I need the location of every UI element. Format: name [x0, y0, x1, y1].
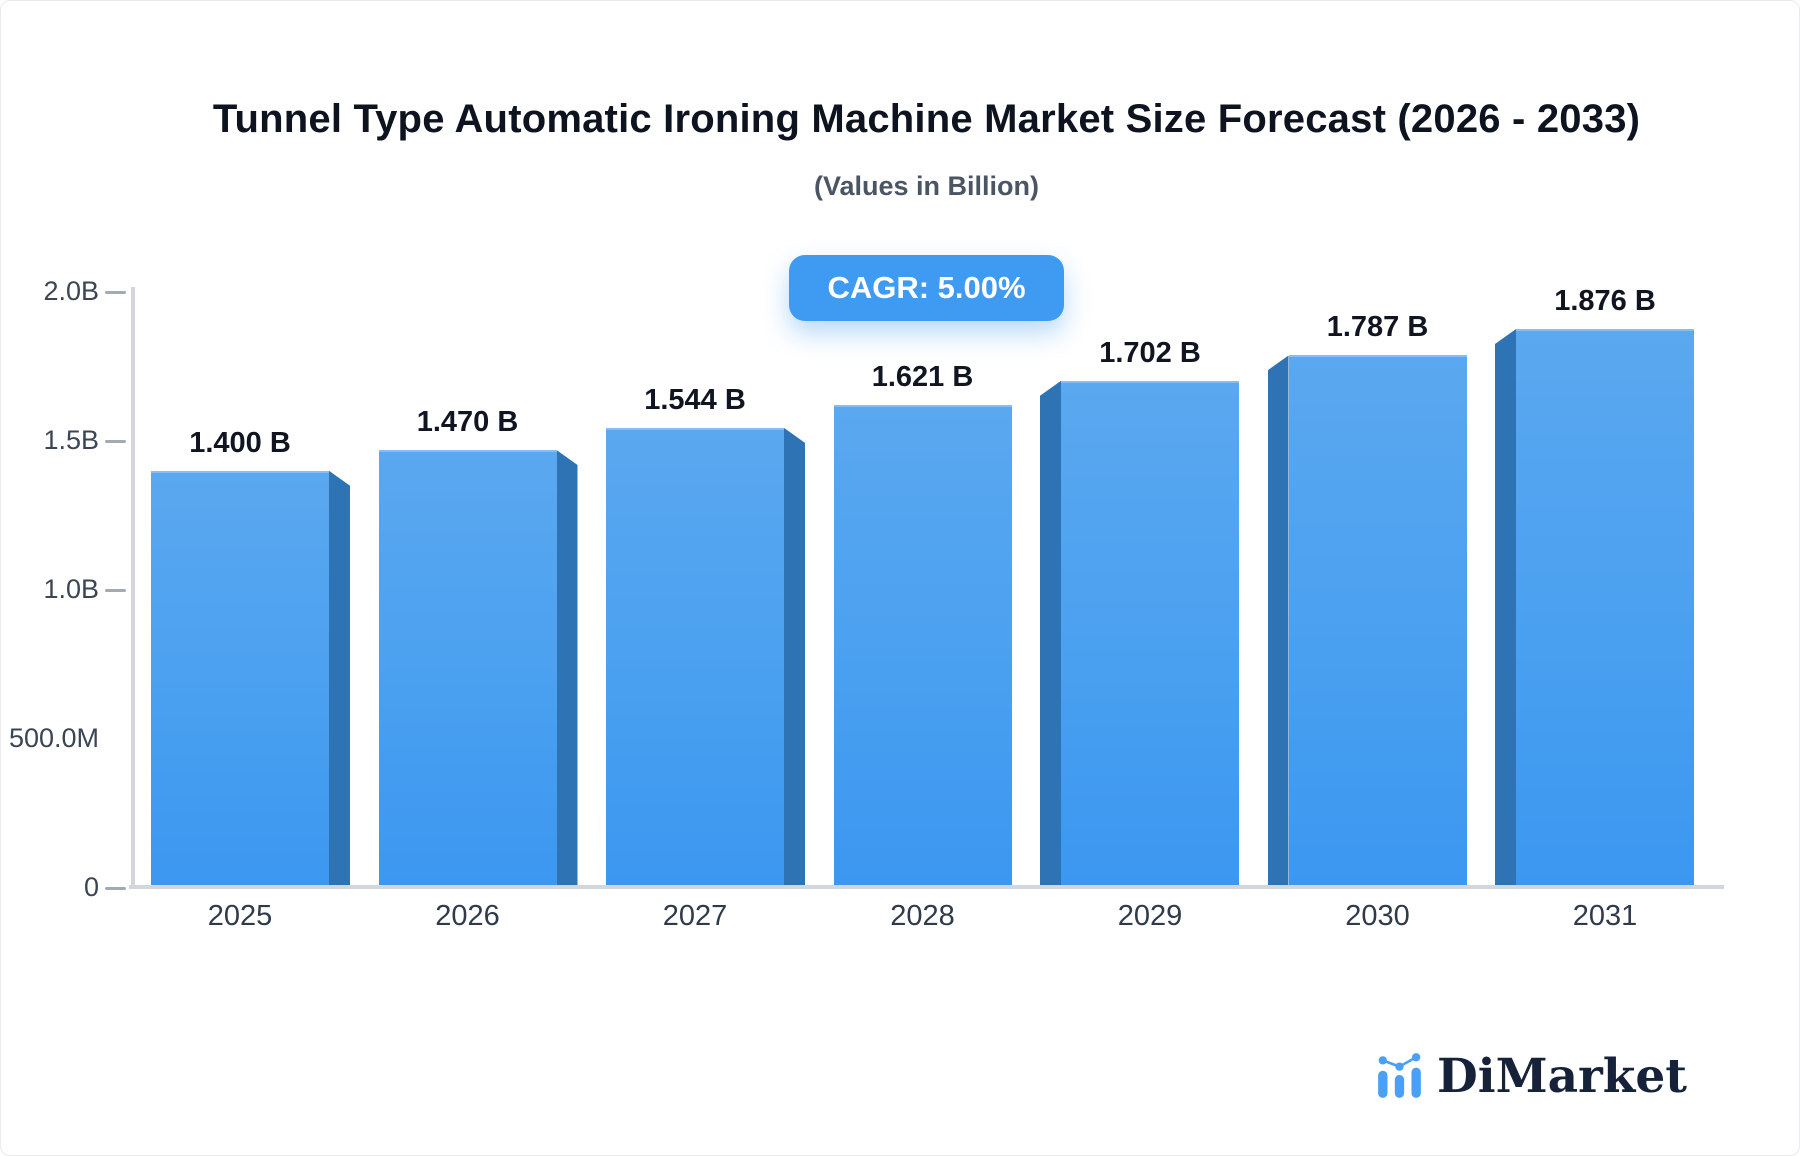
- x-axis-label: 2025: [207, 900, 273, 932]
- bar: [833, 404, 1012, 887]
- y-tick-dash: [105, 440, 126, 443]
- bar-value-label: 1.470 B: [416, 405, 519, 438]
- cagr-badge-row: CAGR: 5.00%: [129, 255, 1724, 321]
- x-axis-label: 2027: [662, 900, 728, 932]
- y-tick-dash: [105, 887, 126, 890]
- bar: [1288, 355, 1467, 887]
- y-tick-label: 1.0B: [43, 574, 99, 604]
- y-tick-label: 500.0M: [8, 723, 99, 753]
- x-axis: [129, 885, 1724, 889]
- bar-side-face: [784, 427, 805, 887]
- y-tick-label: 1.5B: [43, 425, 99, 455]
- x-axis-label: 2026: [435, 900, 500, 932]
- y-tick-label: 2.0B: [43, 276, 99, 306]
- chart-title: Tunnel Type Automatic Ironing Machine Ma…: [212, 97, 1641, 141]
- x-axis-label: 2028: [890, 900, 955, 932]
- bar-side-face: [1495, 328, 1516, 887]
- x-axis-label: 2030: [1345, 900, 1410, 932]
- bar-side-face: [556, 449, 578, 887]
- bar-value-label: 1.621 B: [871, 360, 974, 393]
- bar: [1061, 380, 1239, 887]
- bar: [378, 449, 557, 887]
- bar-side-face: [329, 470, 350, 887]
- chart-subtitle: (Values in Billion): [813, 171, 1040, 201]
- logo-text: DiMarket: [1436, 1048, 1687, 1104]
- bar-value-label: 1.876 B: [1554, 284, 1656, 317]
- dimarket-logo: DiMarket: [1375, 1051, 1687, 1101]
- x-axis-label: 2031: [1572, 900, 1638, 932]
- x-axis-label: 2029: [1117, 900, 1183, 932]
- y-axis: [131, 287, 135, 887]
- bar-side-face: [1267, 355, 1289, 887]
- bar: [1516, 328, 1694, 887]
- y-tick-dash: [105, 291, 126, 294]
- bar: [151, 470, 329, 887]
- cagr-badge: CAGR: 5.00%: [789, 255, 1064, 321]
- bar-value-label: 1.544 B: [644, 383, 746, 416]
- y-tick-label: 0: [83, 872, 99, 902]
- bar: [606, 427, 784, 887]
- bar-value-label: 1.702 B: [1099, 336, 1201, 369]
- y-tick-dash: [105, 589, 126, 592]
- mini-bar-chart-icon: [1378, 1053, 1421, 1098]
- bar-value-label: 1.787 B: [1326, 311, 1429, 344]
- bar-side-face: [1040, 380, 1061, 887]
- bar-value-label: 1.400 B: [189, 426, 291, 459]
